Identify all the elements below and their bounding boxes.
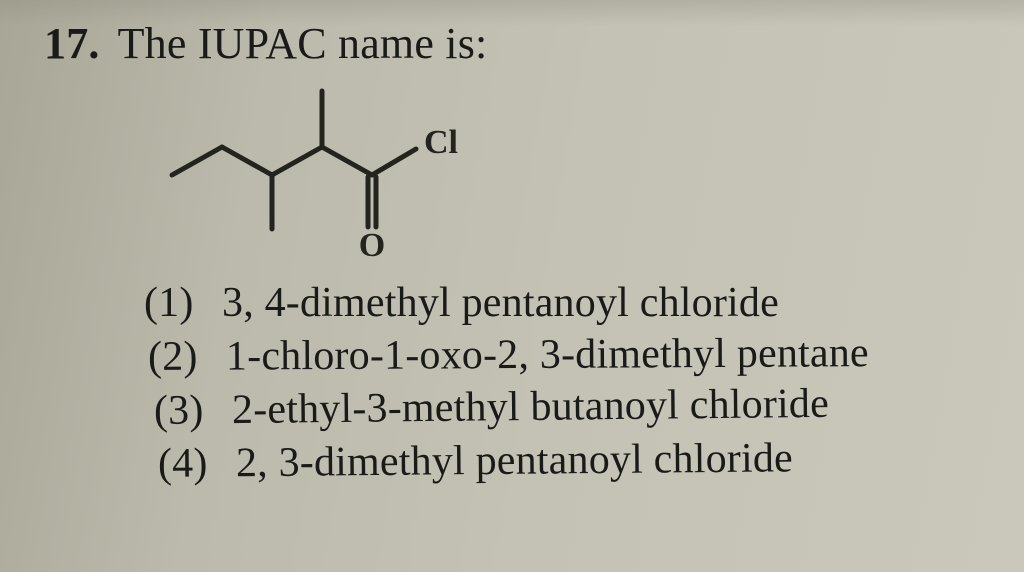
option-4: (4) 2, 3-dimethyl pentanoyl chloride — [158, 431, 998, 492]
option-number: (4) — [158, 438, 220, 492]
options-list: (1) 3, 4-dimethyl pentanoyl chloride (2)… — [144, 277, 984, 492]
option-text: 3, 4-dimethyl pentanoyl chloride — [222, 277, 779, 331]
structure-svg: Cl O — [152, 77, 472, 277]
option-text: 2, 3-dimethyl pentanoyl chloride — [236, 433, 793, 492]
option-1: (1) 3, 4-dimethyl pentanoyl chloride — [144, 277, 984, 331]
page: 17. The IUPAC name is: Cl O (1) 3, 4-dim… — [0, 0, 1024, 572]
option-number: (1) — [144, 277, 206, 331]
option-2: (2) 1-chloro-1-oxo-2, 3-dimethyl pentane — [148, 326, 988, 384]
bond-group — [172, 91, 416, 229]
question-line: 17. The IUPAC name is: — [44, 18, 984, 69]
option-text: 2-ethyl-3-methyl butanoyl chloride — [232, 377, 830, 437]
question-number: 17. — [44, 18, 100, 69]
option-number: (3) — [154, 384, 217, 438]
option-text: 1-chloro-1-oxo-2, 3-dimethyl pentane — [226, 327, 869, 384]
question-prompt: The IUPAC name is: — [118, 18, 488, 69]
chemical-structure: Cl O — [152, 77, 472, 277]
oxygen-label: O — [359, 227, 385, 264]
option-number: (2) — [148, 330, 210, 384]
option-3: (3) 2-ethyl-3-methyl butanoyl chloride — [154, 376, 995, 439]
chlorine-label: Cl — [424, 124, 458, 161]
